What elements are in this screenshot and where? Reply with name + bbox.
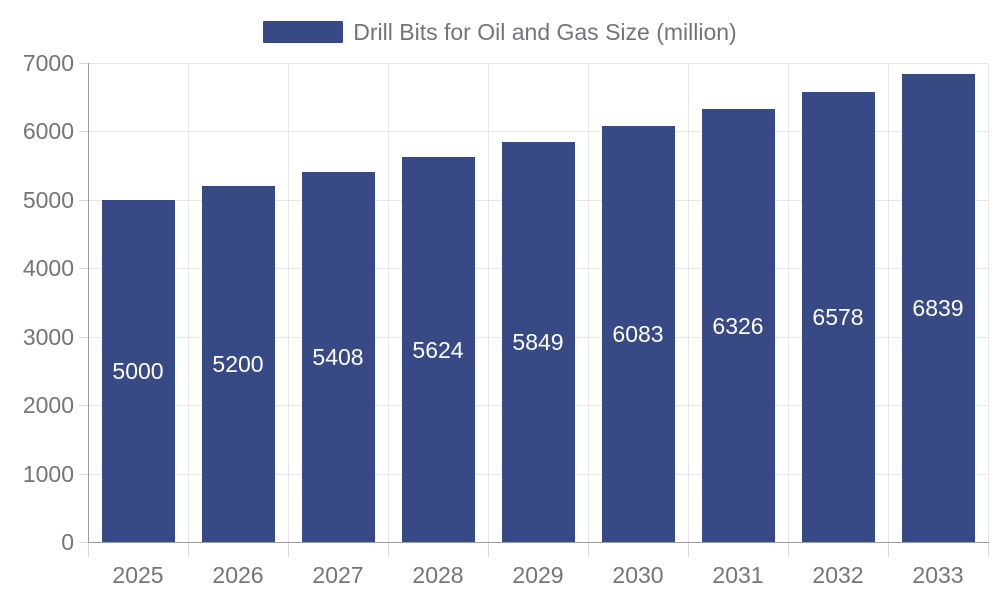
y-axis-label: 5000 xyxy=(22,186,74,213)
y-axis-label: 6000 xyxy=(22,118,74,145)
bar-2025[interactable]: 5000 xyxy=(101,199,175,542)
x-gridline xyxy=(488,63,489,542)
y-axis-line xyxy=(88,63,89,543)
bar-2029[interactable]: 5849 xyxy=(501,141,575,542)
x-axis-tick xyxy=(388,543,389,557)
x-axis-label: 2028 xyxy=(412,562,464,588)
y-axis-tick xyxy=(79,405,88,407)
x-axis-tick xyxy=(488,543,489,557)
x-axis-tick xyxy=(888,543,889,557)
x-axis-label: 2027 xyxy=(312,562,364,588)
bar-2026[interactable]: 5200 xyxy=(201,186,275,542)
x-axis-label: 2026 xyxy=(212,562,264,588)
y-axis-label: 1000 xyxy=(22,460,74,487)
legend-label: Drill Bits for Oil and Gas Size (million… xyxy=(353,19,737,45)
bar-value-label: 5408 xyxy=(312,343,364,370)
x-axis-label: 2033 xyxy=(912,562,964,588)
x-axis-tick xyxy=(288,543,289,557)
bar-2030[interactable]: 6083 xyxy=(601,125,675,542)
y-axis-tick xyxy=(79,473,88,475)
x-axis-label: 2032 xyxy=(812,562,864,588)
y-axis-label: 4000 xyxy=(22,255,74,282)
x-gridline xyxy=(688,63,689,542)
bar-value-label: 5849 xyxy=(512,328,564,355)
x-axis-label: 2031 xyxy=(712,562,764,588)
x-gridline xyxy=(288,63,289,542)
x-axis-tick xyxy=(88,543,89,557)
bar-2032[interactable]: 6578 xyxy=(801,91,875,542)
y-gridline xyxy=(88,131,988,133)
bar-value-label: 6839 xyxy=(912,295,964,321)
x-axis-label: 2030 xyxy=(612,562,664,588)
bar-2033[interactable]: 6839 xyxy=(901,74,975,542)
y-axis-tick xyxy=(79,542,88,543)
x-axis-line xyxy=(88,542,989,543)
legend[interactable]: Drill Bits for Oil and Gas Size (million… xyxy=(0,19,1000,45)
y-axis-tick xyxy=(79,131,88,133)
bar-2031[interactable]: 6326 xyxy=(701,109,775,542)
y-axis-tick xyxy=(79,268,88,270)
x-gridline xyxy=(588,63,589,542)
y-axis-tick xyxy=(79,336,88,338)
y-gridline xyxy=(88,63,988,64)
x-gridline xyxy=(888,63,889,542)
y-axis-tick xyxy=(79,199,88,201)
x-axis-label: 2029 xyxy=(512,562,564,588)
bar-value-label: 5000 xyxy=(112,357,164,384)
x-gridline xyxy=(988,63,989,542)
x-axis-tick xyxy=(988,543,989,557)
bar-value-label: 5200 xyxy=(212,351,264,378)
bar-2027[interactable]: 5408 xyxy=(301,171,375,542)
bar-value-label: 5624 xyxy=(412,336,464,363)
bar-value-label: 6326 xyxy=(712,312,764,339)
y-axis-label: 2000 xyxy=(22,392,74,419)
x-axis-tick xyxy=(188,543,189,557)
bar-value-label: 6578 xyxy=(812,303,864,330)
x-axis-label: 2025 xyxy=(112,562,164,588)
x-gridline xyxy=(188,63,189,542)
bar-2028[interactable]: 5624 xyxy=(401,157,475,542)
y-axis-tick xyxy=(79,63,88,64)
y-axis-label: 3000 xyxy=(22,323,74,350)
y-axis-label: 0 xyxy=(61,529,74,555)
legend-swatch xyxy=(263,21,344,43)
x-gridline xyxy=(388,63,389,542)
y-axis-label: 7000 xyxy=(22,50,74,76)
x-axis-tick xyxy=(688,543,689,557)
x-axis-tick xyxy=(588,543,589,557)
x-axis-tick xyxy=(788,543,789,557)
bar-value-label: 6083 xyxy=(612,320,664,347)
x-gridline xyxy=(788,63,789,542)
